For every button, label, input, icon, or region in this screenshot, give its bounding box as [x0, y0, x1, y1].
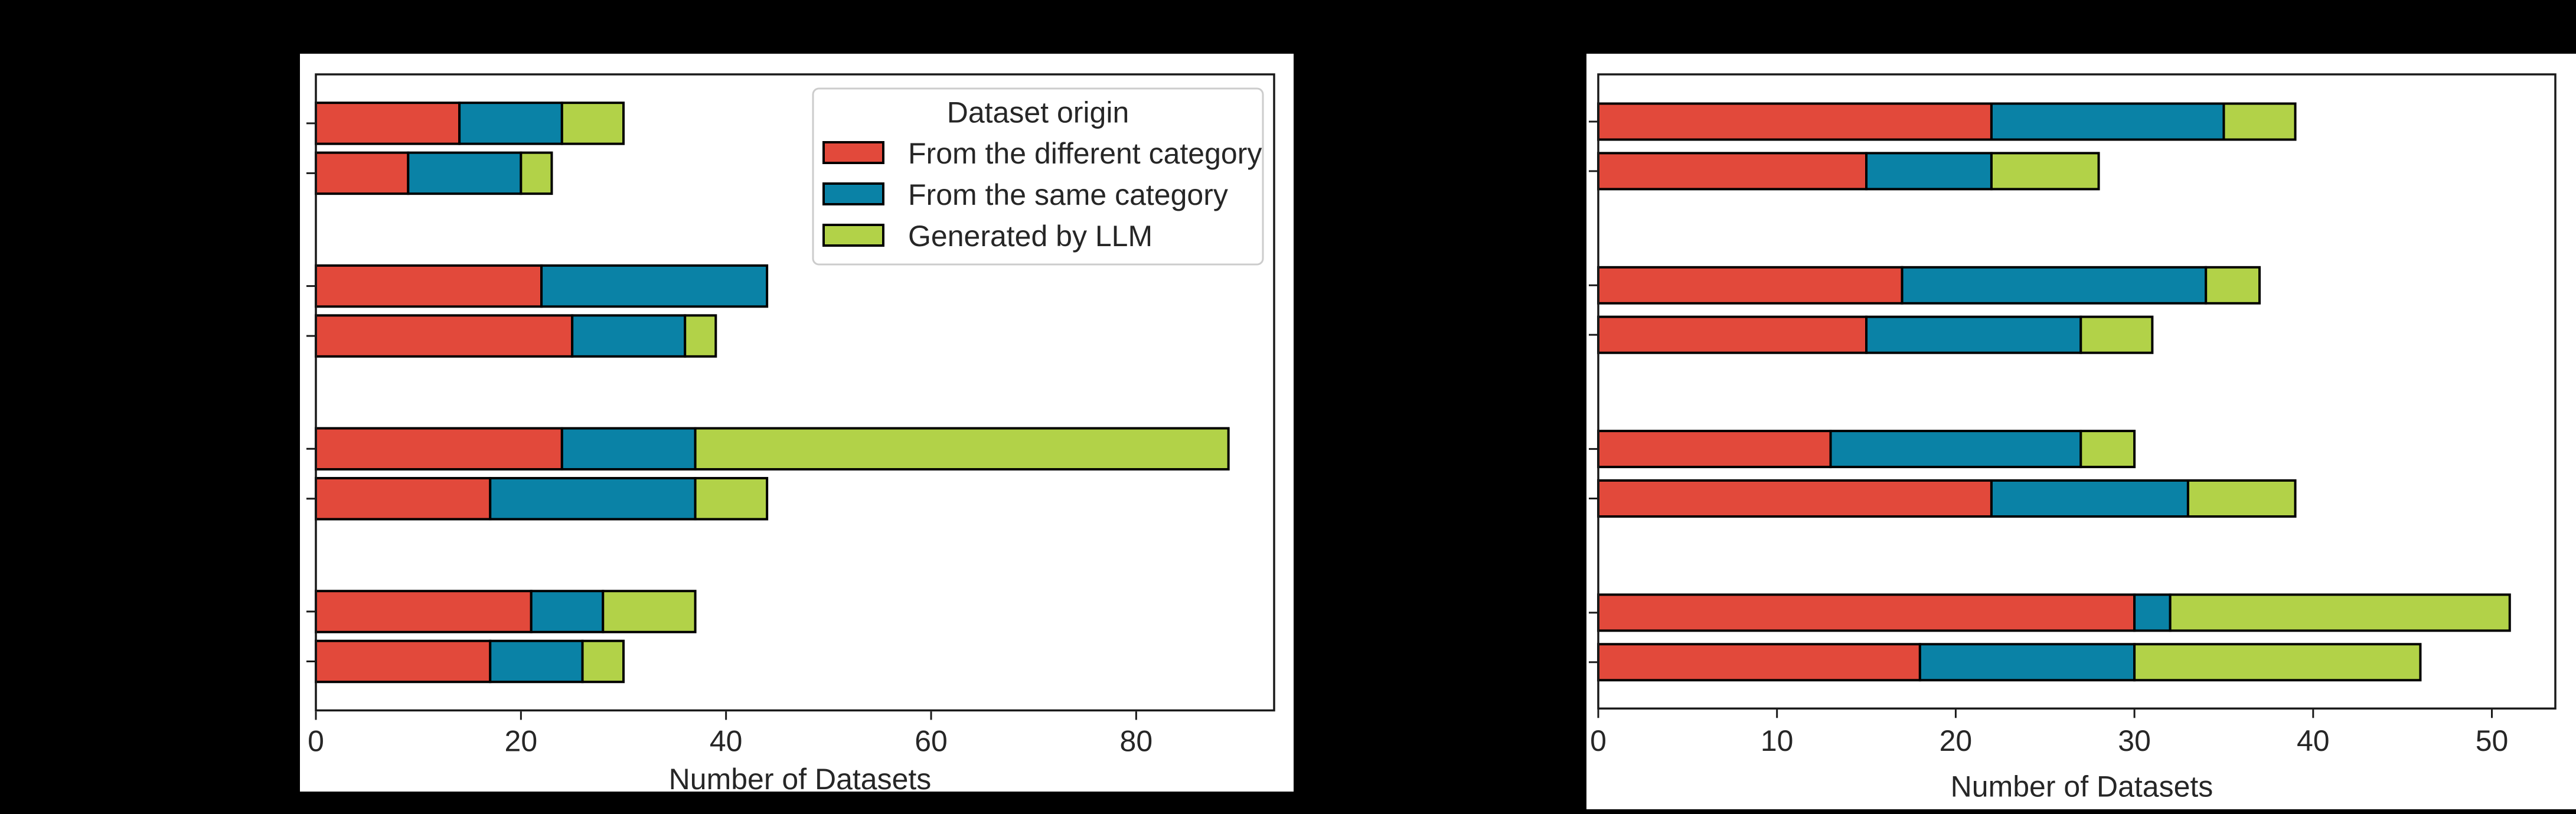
svg-text:0: 0: [308, 725, 324, 758]
svg-text:10: 10: [1761, 724, 1794, 757]
svg-text:50: 50: [2476, 724, 2509, 757]
svg-text:From the different category: From the different category: [908, 137, 1262, 170]
svg-text:Number of Datasets: Number of Datasets: [669, 763, 932, 796]
svg-text:60: 60: [915, 725, 948, 758]
svg-text:20: 20: [505, 725, 538, 758]
svg-text:20: 20: [1940, 724, 1973, 757]
svg-text:Dataset origin: Dataset origin: [947, 96, 1129, 129]
svg-text:30: 30: [2118, 724, 2151, 757]
svg-text:40: 40: [710, 725, 743, 758]
svg-text:From the same category: From the same category: [908, 178, 1228, 211]
svg-text:40: 40: [2297, 724, 2330, 757]
svg-text:Generated by LLM: Generated by LLM: [908, 220, 1152, 253]
svg-text:Number of Datasets: Number of Datasets: [1951, 770, 2213, 803]
svg-text:0: 0: [1590, 724, 1607, 757]
svg-text:80: 80: [1120, 725, 1153, 758]
